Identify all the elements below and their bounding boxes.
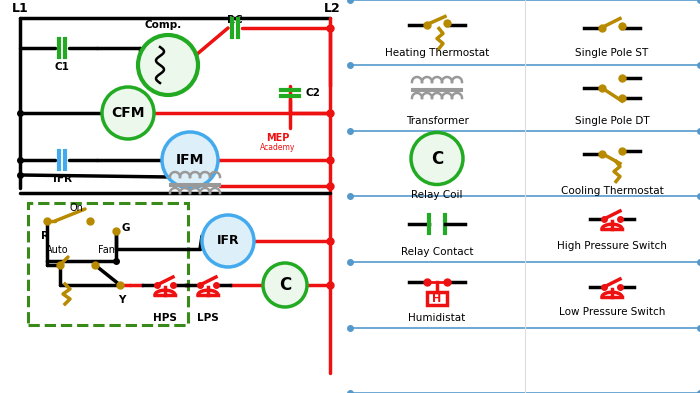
Text: On: On xyxy=(69,203,83,213)
Text: C1: C1 xyxy=(55,62,69,72)
Text: L2: L2 xyxy=(323,2,340,15)
Circle shape xyxy=(202,215,254,267)
Text: IFR: IFR xyxy=(217,235,239,248)
Text: Single Pole DT: Single Pole DT xyxy=(575,116,650,126)
Circle shape xyxy=(411,132,463,184)
Text: Auto: Auto xyxy=(46,245,69,255)
Circle shape xyxy=(138,35,198,95)
Circle shape xyxy=(162,132,218,188)
Text: Comp.: Comp. xyxy=(144,20,181,30)
Text: IFM: IFM xyxy=(176,153,204,167)
Text: H: H xyxy=(433,294,442,303)
Text: Humidistat: Humidistat xyxy=(408,313,466,323)
Bar xyxy=(427,292,447,305)
Text: Heating Thermostat: Heating Thermostat xyxy=(385,48,489,57)
Text: Single Pole ST: Single Pole ST xyxy=(575,48,649,57)
Text: Fan: Fan xyxy=(98,245,115,255)
Text: High Pressure Switch: High Pressure Switch xyxy=(557,241,667,251)
Text: G: G xyxy=(121,223,130,233)
Circle shape xyxy=(102,87,154,139)
Text: R: R xyxy=(41,231,49,241)
Text: C: C xyxy=(279,276,291,294)
Text: MEP: MEP xyxy=(266,133,290,143)
Text: Relay Contact: Relay Contact xyxy=(400,247,473,257)
Text: IFR: IFR xyxy=(52,174,71,184)
Text: HPS: HPS xyxy=(153,313,177,323)
Text: L1: L1 xyxy=(12,2,29,15)
Text: C2: C2 xyxy=(306,88,321,98)
Text: CFM: CFM xyxy=(111,106,145,120)
Text: Transformer: Transformer xyxy=(405,116,468,126)
Text: Low Pressure Switch: Low Pressure Switch xyxy=(559,307,665,317)
Bar xyxy=(28,203,188,325)
Text: Academy: Academy xyxy=(260,143,295,151)
Text: LPS: LPS xyxy=(197,313,219,323)
Text: Cooling Thermostat: Cooling Thermostat xyxy=(561,185,664,195)
Text: RC: RC xyxy=(228,15,243,25)
Text: Relay Coil: Relay Coil xyxy=(412,189,463,200)
Text: Y: Y xyxy=(118,295,126,305)
Circle shape xyxy=(263,263,307,307)
Text: C: C xyxy=(431,149,443,167)
